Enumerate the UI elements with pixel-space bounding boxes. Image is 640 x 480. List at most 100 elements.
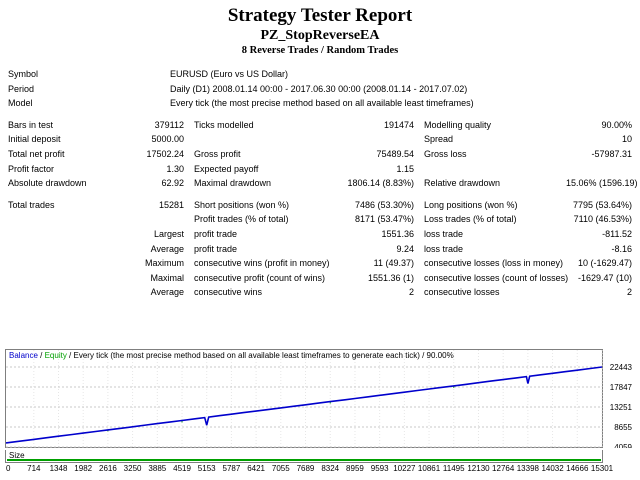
x-axis-label: 11495 <box>442 463 465 473</box>
x-axis-label: 10227 <box>393 463 416 473</box>
stat-value: 62.92 <box>161 178 184 189</box>
stat-value: 379112 <box>154 119 184 130</box>
stats-row: Profit factor 1.30 Expected payoff 1.15 <box>8 161 632 176</box>
stat-label: Short positions (won %) <box>194 199 290 210</box>
x-axis-label: 1348 <box>49 463 68 473</box>
y-axis-label: 8655 <box>614 423 632 432</box>
stat-value: 75489.54 <box>376 148 414 159</box>
y-axis-label: 4059 <box>614 443 632 448</box>
stat-value: Maximum <box>144 258 184 269</box>
stat-label: Ticks modelled <box>194 119 254 130</box>
x-axis-label: 15301 <box>590 463 614 473</box>
stat-value: Average <box>150 243 184 254</box>
report-header: Strategy Tester Report PZ_StopReverseEA … <box>0 0 640 57</box>
stat-value: 17502.24 <box>146 148 184 159</box>
stat-value: 5000.00 <box>151 134 184 145</box>
stats-row: Maximum consecutive wins (profit in money… <box>8 256 632 271</box>
x-axis-label: 3250 <box>123 463 142 473</box>
x-axis-label: 9593 <box>370 463 389 473</box>
y-axis-label: 17847 <box>610 383 633 392</box>
stat-value: 1551.36 <box>381 228 414 239</box>
report-subtitle: 8 Reverse Trades / Random Trades <box>241 45 399 56</box>
stat-label: Total trades <box>8 199 55 210</box>
size-pane-label: Size <box>9 450 25 460</box>
stat-value: -57987.31 <box>591 148 632 159</box>
x-axis-label: 8324 <box>321 463 340 473</box>
stat-label: Spread <box>424 134 454 145</box>
x-axis-label: 6421 <box>247 463 265 473</box>
info-label: Period <box>8 83 35 94</box>
x-axis-label: 3885 <box>148 463 167 473</box>
legend-separator: / <box>37 350 45 360</box>
x-axis-label: 14666 <box>566 463 589 473</box>
stat-value: 2 <box>408 287 414 298</box>
stats-row: Average consecutive wins 2 consecutive loss… <box>8 285 632 300</box>
stat-label: Total net profit <box>8 148 65 159</box>
stats-row: Maximal consecutive profit (count of wins… <box>8 270 632 285</box>
balance-chart: Balance / Equity / Every tick (the most … <box>5 348 635 474</box>
balance-line <box>5 365 603 444</box>
stat-label: Absolute drawdown <box>8 178 87 189</box>
info-value: Daily (D1) 2008.01.14 00:00 - 2017.06.30… <box>170 83 468 94</box>
stat-value: 10 (-1629.47) <box>577 258 632 269</box>
report-tables: Symbol EURUSD (Euro vs US Dollar) Period Da… <box>8 67 638 300</box>
stat-value: 7795 (53.64%) <box>572 199 632 210</box>
x-axis-label: 5153 <box>197 463 216 473</box>
stats-row: Bars in test 379112 Ticks modelled 191474 Mo… <box>8 118 632 133</box>
stats-row: Initial deposit 5000.00 Spread 10 <box>8 132 632 147</box>
x-axis-label: 0 <box>6 463 11 473</box>
stat-value: 2 <box>626 287 632 298</box>
stat-value: 7486 (53.30%) <box>354 199 414 210</box>
test-results-table: Bars in test 379112 Ticks modelled 191474 Mo… <box>8 118 638 300</box>
stats-row: Absolute drawdown 62.92 Maximal drawdown 18… <box>8 176 638 191</box>
stat-label: consecutive wins <box>194 287 263 298</box>
stats-row: Average profit trade 9.24 loss trade -8.16 <box>8 241 632 256</box>
stat-value: 15.06% (1596.19) <box>566 178 638 189</box>
size-pane: Size <box>5 449 603 463</box>
stat-label: Long positions (won %) <box>424 199 518 210</box>
stat-value: 15281 <box>158 199 184 210</box>
stat-value: 1.15 <box>396 163 414 174</box>
info-row: Model Every tick (the most precise method… <box>8 96 632 111</box>
stat-label: profit trade <box>194 243 238 254</box>
info-row: Symbol EURUSD (Euro vs US Dollar) <box>8 67 632 82</box>
stats-row: Total net profit 17502.24 Gross profit 7548… <box>8 147 632 162</box>
stat-label: Modelling quality <box>424 119 492 130</box>
chart-legend: Balance / Equity / Every tick (the most … <box>9 351 454 360</box>
stat-value: Maximal <box>150 272 184 283</box>
stat-label: consecutive losses (loss in money) <box>424 258 564 269</box>
x-axis-label: 14032 <box>541 463 564 473</box>
stat-label: consecutive profit (count of wins) <box>194 272 326 283</box>
stat-label: Profit trades (% of total) <box>194 214 289 225</box>
stat-value: 8171 (53.47%) <box>354 214 414 225</box>
stat-label: consecutive losses (count of losses) <box>424 272 569 283</box>
stat-label: Initial deposit <box>8 134 61 145</box>
stat-label: Gross loss <box>424 148 467 159</box>
x-axis-label: 12764 <box>492 463 515 473</box>
x-axis-label: 7689 <box>296 463 315 473</box>
info-row: Period Daily (D1) 2008.01.14 00:00 - 2017… <box>8 82 632 97</box>
stat-label: loss trade <box>424 243 464 254</box>
stat-value: 90.00% <box>601 119 632 130</box>
stat-value: 1551.36 (1) <box>367 272 414 283</box>
stats-row: Largest profit trade 1551.36 loss trade -811… <box>8 227 632 242</box>
x-axis-label: 2616 <box>98 463 117 473</box>
stat-value: 10 <box>621 134 632 145</box>
stat-value: 9.24 <box>396 243 414 254</box>
x-axis-label: 8959 <box>346 463 364 473</box>
stat-value: 1806.14 (8.83%) <box>347 178 414 189</box>
ea-name: PZ_StopReverseEA <box>260 28 380 43</box>
stat-value: Largest <box>153 228 184 239</box>
info-value: Every tick (the most precise method base… <box>170 98 474 109</box>
y-axis-label: 13251 <box>610 403 633 412</box>
legend-equity-label: Equity <box>44 350 67 360</box>
x-axis-label: 13398 <box>516 463 539 473</box>
stat-label: consecutive losses <box>424 287 500 298</box>
stats-group: Bars in test 379112 Ticks modelled 191474 Mo… <box>8 118 638 191</box>
stat-value: Average <box>150 287 184 298</box>
x-axis-label: 12130 <box>467 463 490 473</box>
x-axis-label: 4519 <box>173 463 191 473</box>
x-axis-labels: 0 714 1348 1982 2616 3250 3885 4519 5153 5787 6421… <box>5 463 635 474</box>
test-settings-table: Symbol EURUSD (Euro vs US Dollar) Period Da… <box>8 67 632 111</box>
